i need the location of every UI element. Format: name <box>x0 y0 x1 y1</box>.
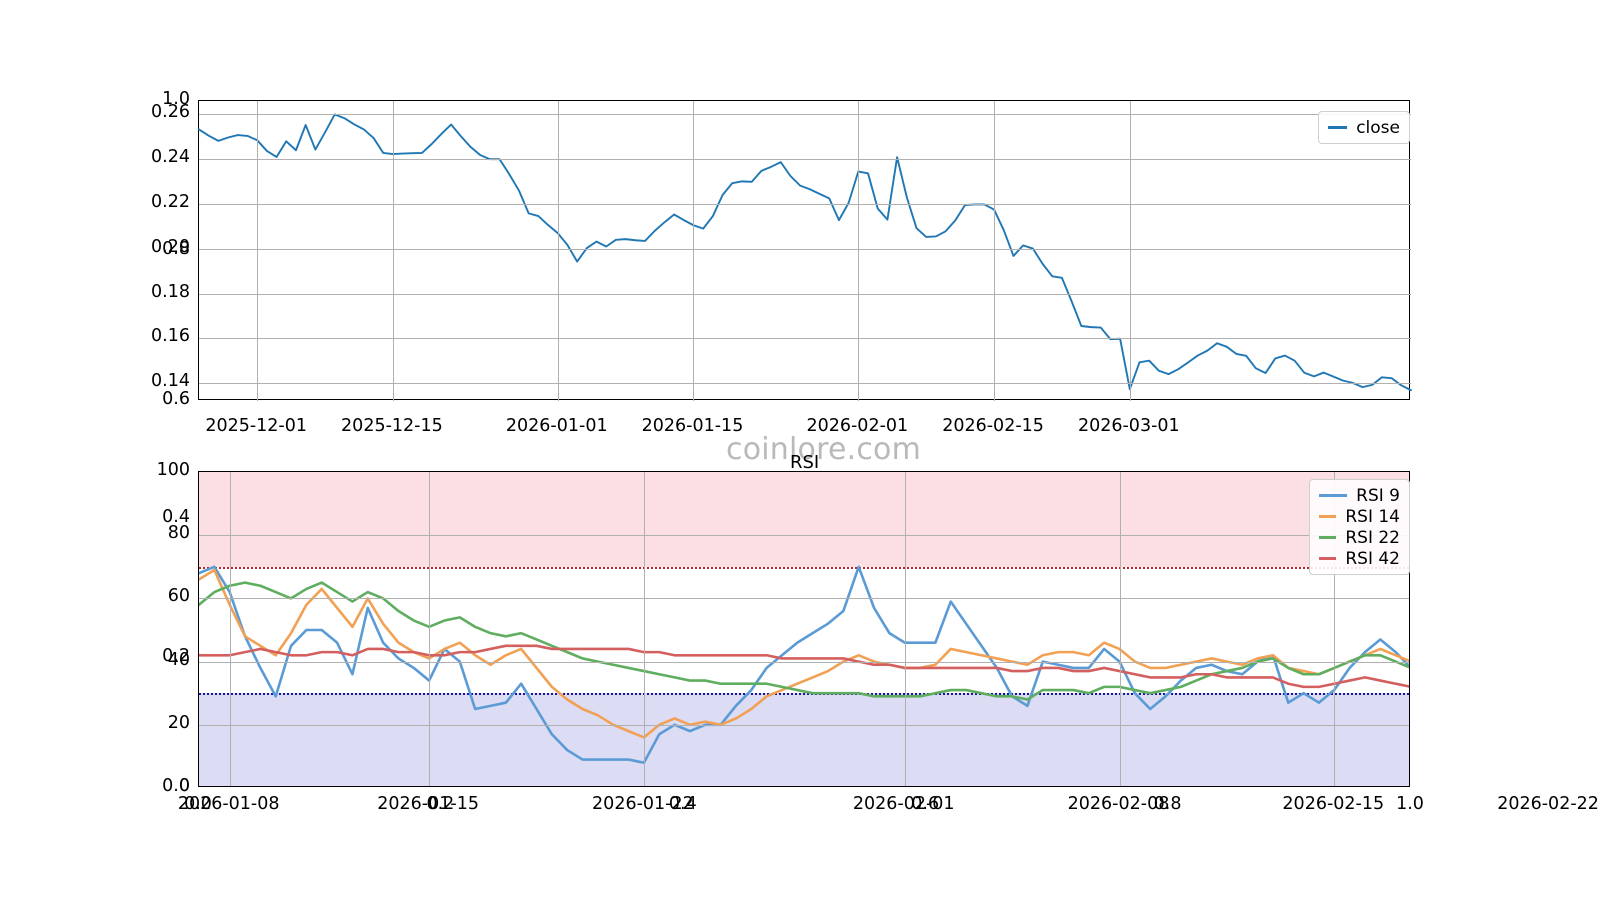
price-chart-legend[interactable]: close <box>1318 111 1410 144</box>
axis-tick-label: 0.6 <box>162 389 190 409</box>
rsi-chart-legend[interactable]: RSI 9 RSI 14 RSI 22 RSI 42 <box>1309 479 1410 575</box>
legend-label: RSI 22 <box>1345 527 1400 548</box>
watermark-coinlore: coinlore.com <box>726 432 922 467</box>
grid-line-horizontal <box>199 159 1411 160</box>
grid-line-vertical <box>1120 472 1121 786</box>
axis-tick-label: 0.0 <box>184 794 212 814</box>
grid-line-vertical <box>429 472 430 786</box>
grid-line-vertical <box>693 101 694 401</box>
axis-tick-label: 0.8 <box>162 239 190 259</box>
grid-line-horizontal <box>199 338 1411 339</box>
axis-tick-label: 0.22 <box>151 191 190 212</box>
legend-swatch-icon <box>1319 557 1337 560</box>
axis-tick-label: 2026-02-22 <box>1497 794 1599 814</box>
axis-tick-label: 0.14 <box>151 371 190 392</box>
axis-tick-label: 20 <box>167 712 190 733</box>
axis-tick-label: 2026-01-15 <box>641 416 744 436</box>
axis-tick-label: 0.4 <box>162 507 190 528</box>
axis-tick-label: 2025-12-15 <box>341 416 443 436</box>
axis-tick-label: 2026-02-15 <box>1282 794 1385 814</box>
grid-line-horizontal <box>199 662 1409 663</box>
price-chart-panel <box>198 100 1412 401</box>
axis-tick-label: 100 <box>156 460 190 480</box>
grid-line-vertical <box>644 472 645 786</box>
rsi-line-series <box>199 565 1409 765</box>
grid-line-vertical <box>257 101 258 401</box>
grid-line-horizontal <box>199 204 1411 205</box>
grid-line-vertical <box>1334 472 1335 786</box>
legend-label: RSI 14 <box>1345 506 1400 527</box>
legend-item-2[interactable]: RSI 22 <box>1319 527 1400 548</box>
grid-line-horizontal <box>199 294 1411 295</box>
axis-tick-label: 0.26 <box>151 102 190 123</box>
axis-tick-label: 0.8 <box>1153 794 1182 814</box>
grid-line-horizontal <box>199 383 1411 384</box>
axis-tick-label: 1.0 <box>1396 794 1424 814</box>
axis-tick-label: 60 <box>167 586 190 607</box>
legend-swatch-icon <box>1319 515 1337 518</box>
legend-label: RSI 9 <box>1356 485 1400 506</box>
axis-tick-label: 2026-01-01 <box>505 416 608 436</box>
oversold-band <box>199 693 1409 786</box>
legend-label: RSI 42 <box>1345 548 1400 569</box>
grid-line-horizontal <box>199 114 1411 115</box>
overbought-band <box>199 472 1409 567</box>
grid-line-vertical <box>558 101 559 401</box>
axis-tick-label: 0.2 <box>426 794 455 814</box>
rsi-chart-panel <box>198 471 1410 787</box>
grid-line-horizontal <box>199 249 1411 250</box>
axis-tick-label: 2026-01-08 <box>177 794 280 814</box>
axis-tick-label: 0.24 <box>151 147 190 168</box>
axis-tick-label: 40 <box>167 649 190 670</box>
axis-tick-label: 0.4 <box>668 794 697 814</box>
axis-tick-label: 2026-01-22 <box>592 794 694 814</box>
axis-tick-label: 2026-02-01 <box>806 416 909 436</box>
grid-line-horizontal <box>199 725 1409 726</box>
legend-item-0[interactable]: close <box>1328 117 1400 138</box>
grid-line-vertical <box>905 472 906 786</box>
axis-tick-label: 0 <box>178 776 190 796</box>
grid-line-horizontal <box>199 598 1409 599</box>
grid-line-vertical <box>1130 101 1131 401</box>
grid-line-vertical <box>393 101 394 401</box>
legend-label: close <box>1356 117 1400 138</box>
rsi-panel-title: RSI <box>790 452 820 473</box>
axis-tick-label: 80 <box>167 523 190 544</box>
axis-tick-label: 2025-12-01 <box>205 416 308 436</box>
legend-item-3[interactable]: RSI 42 <box>1319 548 1400 569</box>
axis-tick-label: 0.6 <box>911 794 940 814</box>
legend-item-0[interactable]: RSI 9 <box>1319 485 1400 506</box>
grid-line-horizontal <box>199 535 1409 536</box>
overbought-threshold-line <box>199 566 1409 569</box>
axis-tick-label: 1.0 <box>162 89 190 109</box>
legend-swatch-icon <box>1319 494 1348 497</box>
axis-tick-label: 0.20 <box>151 236 190 257</box>
grid-line-vertical <box>858 101 859 401</box>
price-line-series <box>198 113 1412 392</box>
axis-tick-label: 2026-02-01 <box>852 794 955 814</box>
axis-tick-label: 2026-02-08 <box>1067 794 1170 814</box>
legend-item-1[interactable]: RSI 14 <box>1319 506 1400 527</box>
axis-tick-label: 0.18 <box>151 281 190 302</box>
axis-tick-label: 0.16 <box>151 326 190 347</box>
axis-tick-label: 0.0 <box>162 776 190 796</box>
oversold-threshold-line <box>199 693 1409 696</box>
legend-swatch-icon <box>1328 126 1348 129</box>
axis-tick-label: 2026-01-15 <box>377 794 479 814</box>
axis-tick-label: 2026-02-15 <box>942 416 1044 436</box>
grid-line-vertical <box>230 472 231 786</box>
legend-swatch-icon <box>1319 536 1337 539</box>
axis-tick-label: 0.2 <box>162 646 190 667</box>
grid-line-vertical <box>994 101 995 401</box>
axis-tick-label: 2026-03-01 <box>1077 416 1180 436</box>
